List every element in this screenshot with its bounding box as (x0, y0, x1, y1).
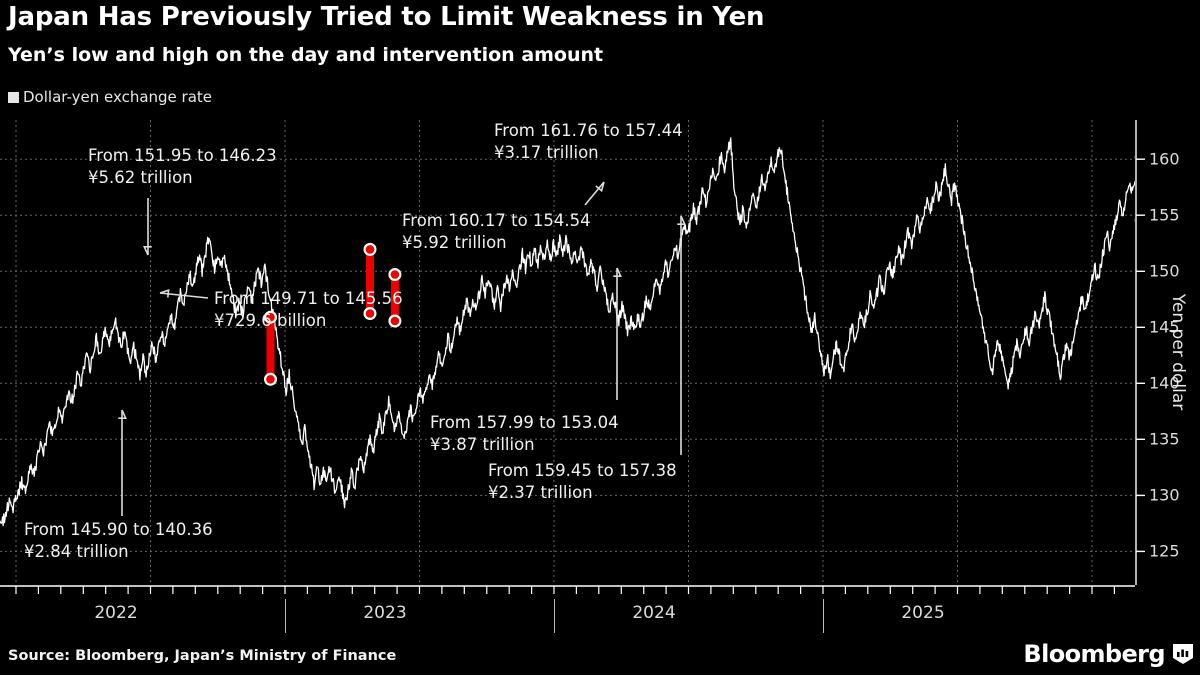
annotation-line2: ¥3.17 trillion (494, 142, 599, 162)
x-tick-label: 2024 (632, 603, 676, 623)
x-axis-spine (0, 585, 1135, 594)
chart-canvas (0, 120, 1135, 585)
gridlines (0, 120, 1135, 585)
annotation-line2: ¥3.87 trillion (430, 434, 535, 454)
price-line (0, 137, 1135, 527)
y-tick-label: 145 (1149, 317, 1180, 337)
x-tick-label: 2025 (901, 603, 945, 623)
bloomberg-brand: Bloomberg (1023, 640, 1194, 668)
annotation-2024-04: From 160.17 to 154.54 ¥5.92 trillion (402, 210, 591, 254)
annotation-line1: From 149.71 to 145.56 (214, 289, 403, 308)
annotation-2022-10a: From 151.95 to 146.23 ¥5.62 trillion (88, 145, 277, 189)
annotation-line2: ¥2.37 trillion (488, 482, 593, 502)
annotation-line2: ¥2.84 trillion (24, 541, 129, 561)
x-tick-label: 2023 (363, 603, 407, 623)
y-tick-label: 155 (1149, 205, 1180, 225)
annotation-line2: ¥5.92 trillion (402, 232, 507, 252)
annotation-line1: From 145.90 to 140.36 (24, 520, 213, 539)
brand-wordmark: Bloomberg (1023, 640, 1165, 668)
bloomberg-terminal-icon (1173, 644, 1193, 664)
x-tick-label: 2022 (94, 603, 138, 623)
page-title: Japan Has Previously Tried to Limit Weak… (8, 2, 765, 32)
annotation-line2: ¥729.6 billion (214, 310, 327, 330)
annotation-2024-07a: From 161.76 to 157.44 ¥3.17 trillion (494, 120, 683, 164)
annotation-line1: From 151.95 to 146.23 (88, 146, 277, 165)
annotation-line1: From 157.99 to 153.04 (430, 413, 619, 432)
legend-label: Dollar-yen exchange rate (23, 88, 213, 106)
x-axis-year-separator (285, 599, 286, 633)
legend-swatch-icon (8, 91, 19, 103)
y-axis: 125 130 135 140 145 150 155 160 (1135, 120, 1200, 585)
legend: Dollar-yen exchange rate (8, 88, 212, 106)
annotation-arrows (118, 181, 686, 516)
page-subtitle: Yen’s low and high on the day and interv… (8, 44, 604, 66)
annotation-line2: ¥5.62 trillion (88, 167, 193, 187)
intervention-markers (264, 155, 1135, 386)
annotation-2022-10b: From 149.71 to 145.56 ¥729.6 billion (214, 288, 403, 332)
source-note: Source: Bloomberg, Japan’s Ministry of F… (8, 648, 397, 664)
annotation-line1: From 161.76 to 157.44 (494, 121, 683, 140)
y-tick-label: 150 (1149, 261, 1180, 281)
annotation-line1: From 159.45 to 157.38 (488, 461, 677, 480)
x-axis: 2022 2023 2024 2025 (0, 585, 1135, 645)
y-tick-label: 135 (1149, 429, 1180, 449)
y-axis-spine (1135, 120, 1145, 585)
y-tick-label: 160 (1149, 149, 1180, 169)
annotation-2022-09: From 145.90 to 140.36 ¥2.84 trillion (24, 519, 213, 563)
annotation-2024-07b: From 159.45 to 157.38 ¥2.37 trillion (488, 460, 677, 504)
y-axis-title: Yen per dollar (1168, 293, 1188, 411)
y-tick-label: 140 (1149, 373, 1180, 393)
x-axis-year-separator (823, 599, 824, 633)
x-axis-year-separator (554, 599, 555, 633)
annotation-line1: From 160.17 to 154.54 (402, 211, 591, 230)
y-tick-label: 130 (1149, 485, 1180, 505)
y-tick-label: 125 (1149, 541, 1180, 561)
annotation-2024-05: From 157.99 to 153.04 ¥3.87 trillion (430, 412, 619, 456)
plot-area (0, 120, 1135, 585)
